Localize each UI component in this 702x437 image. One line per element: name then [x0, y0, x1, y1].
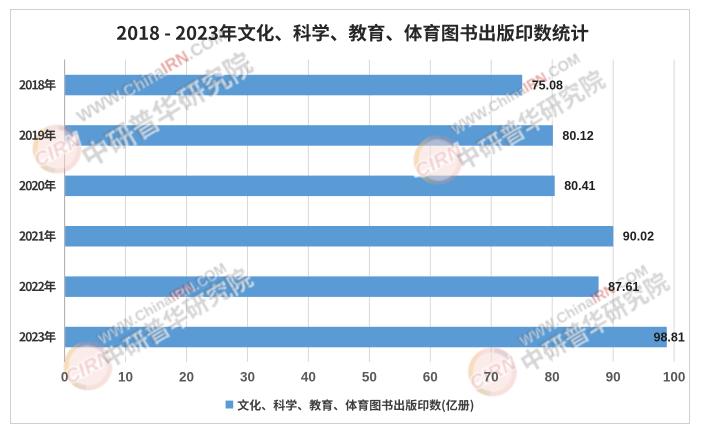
svg-text:0: 0 — [61, 369, 69, 384]
svg-text:80.41: 80.41 — [564, 179, 595, 193]
svg-text:80.12: 80.12 — [562, 129, 593, 143]
svg-text:30: 30 — [240, 369, 255, 384]
svg-text:60: 60 — [423, 369, 438, 384]
svg-text:90: 90 — [606, 369, 621, 384]
svg-text:90.02: 90.02 — [623, 230, 654, 244]
svg-text:80: 80 — [545, 369, 560, 384]
svg-text:40: 40 — [301, 369, 316, 384]
svg-text:100: 100 — [663, 369, 686, 384]
svg-text:10: 10 — [118, 369, 133, 384]
svg-text:70: 70 — [484, 369, 499, 384]
svg-text:50: 50 — [362, 369, 377, 384]
svg-text:20: 20 — [179, 369, 194, 384]
svg-text:75.08: 75.08 — [532, 78, 563, 92]
svg-text:87.61: 87.61 — [608, 280, 639, 294]
svg-text:98.81: 98.81 — [654, 330, 685, 344]
